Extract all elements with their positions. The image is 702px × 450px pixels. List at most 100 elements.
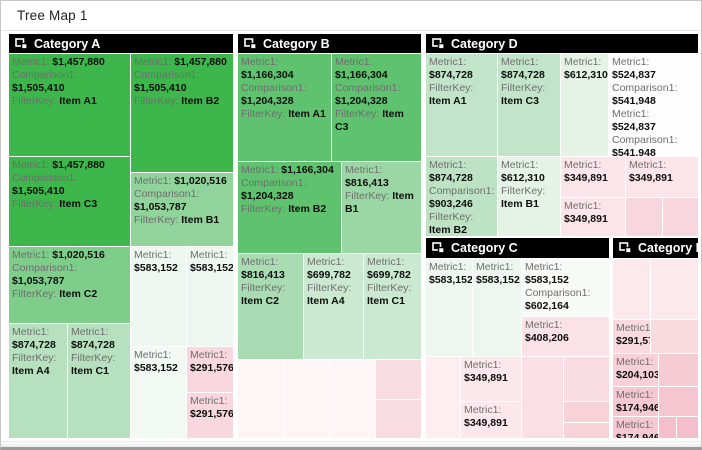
cell-field-label: Metric1:	[629, 159, 667, 171]
cell-field-label: Comparison1:	[241, 82, 307, 94]
cell-field-label: Metric1:	[429, 56, 467, 68]
treemap-cell[interactable]	[284, 360, 329, 438]
treemap-cell[interactable]: Metric1: $1,457,880 Comparison1: $1,505,4…	[9, 157, 130, 246]
treemap-cell[interactable]: Metric1: $874,728 FilterKey: Item A4	[9, 324, 67, 438]
treemap-cell[interactable]: Metric1: $1,020,516 Comparison1: $1,053,7…	[131, 173, 233, 246]
treemap-cell[interactable]: Metric1: $524,837 Comparison1: $541,948	[609, 54, 698, 105]
widget-title-bar: Tree Map 1	[1, 1, 701, 31]
cell-field-value: $1,457,880	[52, 56, 105, 68]
treemap-cell[interactable]: Metric1: $349,891	[461, 357, 521, 401]
drill-layers-icon	[432, 242, 445, 254]
treemap-cell[interactable]: Metric1: $349,891	[461, 402, 521, 438]
treemap-cell[interactable]: Metric1: $612,310 FilterKey: Item B1	[498, 157, 560, 236]
treemap-cell[interactable]	[659, 417, 676, 438]
cell-field-value: $541,948	[612, 95, 656, 105]
cell-field-value: $1,020,516	[52, 249, 105, 261]
treemap-cell[interactable]	[376, 360, 421, 399]
cell-field-label: Comparison1:	[134, 69, 200, 81]
treemap-cell[interactable]	[659, 387, 698, 416]
treemap-cell[interactable]: Metric1: $583,152	[473, 259, 521, 356]
cell-field-label: Metric1:	[476, 261, 514, 273]
treemap-cell[interactable]: Metric1: $612,310	[561, 54, 608, 156]
cell-field-label: Metric1:	[525, 261, 563, 273]
cell-field-value: $612,310	[501, 172, 545, 184]
treemap-cell[interactable]: Metric1: $291,576	[187, 347, 233, 392]
cell-field-label: Metric1:	[612, 108, 650, 120]
treemap-cell[interactable]: Metric1: $699,782 FilterKey: Item C1	[364, 254, 421, 359]
treemap-cell[interactable]: Metric1: $174,946	[613, 387, 658, 416]
cell-field-label: Metric1:	[12, 326, 50, 338]
treemap-cell[interactable]: Metric1: $816,413 FilterKey: Item C2	[238, 254, 303, 359]
treemap-cell[interactable]: Metric1: $1,020,516 Comparison1: $1,053,7…	[9, 247, 130, 323]
cell-field-label: Metric1:	[307, 256, 345, 268]
treemap-cell[interactable]: Metric1: $699,782 FilterKey: Item A4	[304, 254, 363, 359]
treemap-cell[interactable]	[330, 360, 375, 438]
cell-field-label: Metric1:	[12, 56, 53, 68]
category-label: Category D	[451, 36, 518, 51]
treemap-cell[interactable]	[677, 417, 698, 438]
cell-field-label: Metric1:	[564, 159, 602, 171]
treemap-cell[interactable]: Metric1: $583,152 Comparison1: $602,164	[522, 259, 609, 316]
treemap-cell[interactable]	[522, 357, 563, 438]
treemap-cell[interactable]: Metric1: $291,576	[613, 320, 650, 353]
cell-field-value: $524,837	[612, 121, 656, 133]
treemap-cell[interactable]: Metric1: $291,576	[187, 393, 233, 438]
cell-field-label: Metric1:	[616, 322, 650, 334]
treemap-cell[interactable]	[659, 354, 698, 386]
category-header-category-b[interactable]: Category B	[238, 34, 421, 53]
treemap-cell[interactable]: Metric1: $349,891	[561, 198, 625, 236]
treemap-cell[interactable]	[626, 198, 662, 236]
treemap-cell[interactable]	[613, 259, 650, 319]
treemap-cell[interactable]: Metric1: $874,728 FilterKey: Item C1	[68, 324, 130, 438]
cell-field-label: Comparison1:	[525, 287, 591, 299]
treemap-cell[interactable]: Metric1: $1,166,304 Comparison1: $1,204,3…	[238, 162, 341, 253]
cell-field-value: Item C3	[501, 95, 539, 107]
cell-field-value: Item C1	[71, 365, 109, 377]
treemap-cell[interactable]: Metric1: $1,457,880 Comparison1: $1,505,4…	[9, 54, 130, 156]
cell-field-label: Metric1:	[241, 256, 279, 268]
treemap-cell[interactable]: Metric1: $204,103	[613, 354, 658, 386]
treemap-cell[interactable]: Metric1: $349,891	[626, 157, 698, 197]
category-header-category-e[interactable]: Category E	[613, 238, 698, 258]
treemap-cell[interactable]: Metric1: $583,152	[426, 259, 472, 356]
treemap-cell[interactable]: Metric1: $816,413 FilterKey: Item B1	[342, 162, 421, 253]
treemap-cell[interactable]	[663, 198, 698, 236]
treemap-cell[interactable]	[376, 400, 421, 438]
treemap-cell[interactable]	[651, 259, 698, 319]
treemap-cell[interactable]: Metric1: $583,152	[187, 247, 233, 346]
treemap-cell[interactable]	[651, 320, 698, 353]
category-header-category-d[interactable]: Category D	[426, 34, 698, 53]
category-header-category-c[interactable]: Category C	[426, 238, 609, 258]
cell-field-value: $1,505,410	[12, 185, 65, 197]
cell-field-label: FilterKey:	[12, 352, 57, 364]
treemap-cell[interactable]: Metric1: $1,166,304 Comparison1: $1,204,3…	[238, 54, 331, 161]
treemap-cell[interactable]	[564, 402, 609, 422]
treemap-cell[interactable]	[238, 360, 283, 438]
treemap-cell[interactable]	[564, 423, 609, 438]
cell-field-value: $1,166,304	[335, 69, 388, 81]
treemap-cell[interactable]: Metric1: $408,206	[522, 317, 609, 356]
category-header-category-a[interactable]: Category A	[9, 34, 233, 53]
cell-field-label: FilterKey:	[134, 95, 182, 107]
cell-field-value: $524,837	[612, 69, 656, 81]
treemap-cell[interactable]: Metric1: $874,728 FilterKey: Item C3	[498, 54, 560, 156]
treemap-cell[interactable]: Metric1: $349,891	[561, 157, 625, 197]
cell-field-label: Comparison1:	[12, 172, 78, 184]
treemap-cell[interactable]: Metric1: $524,837 Comparison1: $541,948	[609, 106, 698, 156]
cell-field-value: $1,204,328	[241, 190, 294, 202]
treemap-cell[interactable]: Metric1: $583,152	[131, 347, 186, 438]
treemap-cell[interactable]: Metric1: $583,152	[131, 247, 186, 346]
treemap-cell[interactable]: Metric1: $1,166,304 Comparison1: $1,204,3…	[332, 54, 421, 161]
treemap-cell[interactable]	[564, 357, 609, 401]
cell-field-label: FilterKey:	[429, 211, 474, 223]
treemap-cell[interactable]: Metric1: $874,728 Comparison1: $903,246 Fi…	[426, 157, 497, 236]
treemap-cell[interactable]: Metric1: $174,946	[613, 417, 658, 438]
treemap-cell[interactable]: Metric1: $874,728 FilterKey: Item A1	[426, 54, 497, 156]
treemap-cell[interactable]: Metric1: $1,457,880 Comparison1: $1,505,4…	[131, 54, 233, 172]
cell-field-value: Item C2	[59, 288, 98, 300]
cell-field-value: Item B2	[288, 203, 327, 215]
cell-field-value: $174,946	[616, 432, 658, 438]
treemap-cell[interactable]	[426, 357, 460, 438]
cell-field-label: Metric1:	[241, 164, 282, 176]
cell-field-label: Metric1:	[134, 56, 175, 68]
